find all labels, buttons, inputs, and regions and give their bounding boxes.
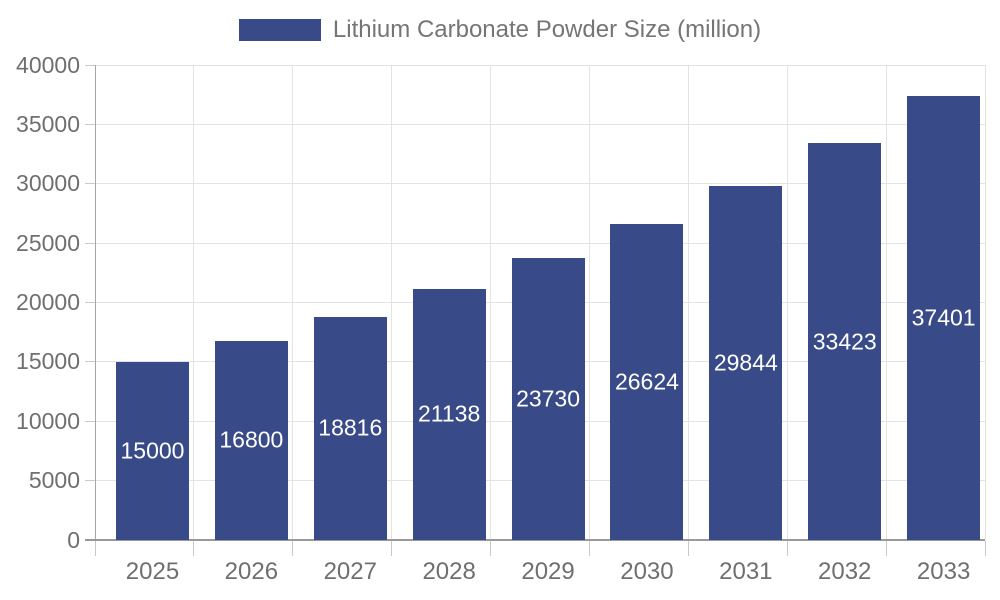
gridline-vertical	[984, 65, 986, 540]
gridline-vertical	[391, 65, 393, 540]
y-axis-tick	[85, 183, 95, 185]
bar-value-label: 18816	[318, 414, 383, 441]
bar-value-label: 23730	[516, 385, 581, 412]
y-axis-tick	[85, 480, 95, 482]
y-axis-tick	[85, 64, 95, 66]
bar-2032[interactable]: 33423	[808, 143, 882, 540]
bar-value-label: 15000	[120, 437, 185, 464]
bar-2028[interactable]: 21138	[412, 288, 486, 540]
x-axis-category-label: 2025	[125, 558, 180, 585]
x-axis-category-label: 2028	[422, 558, 476, 585]
x-axis-tick	[490, 541, 492, 556]
y-axis-tick-label: 30000	[16, 170, 80, 197]
x-axis-tick	[193, 541, 195, 556]
bar-value-label: 37401	[911, 304, 976, 331]
x-axis-tick	[984, 541, 986, 556]
gridline-vertical	[687, 65, 689, 540]
gridline-vertical	[885, 65, 887, 540]
legend-label: Lithium Carbonate Powder Size (million)	[332, 16, 762, 43]
bar-2025[interactable]: 15000	[116, 361, 189, 540]
x-axis-category-label: 2027	[323, 558, 377, 585]
bar-value-label: 26624	[614, 368, 679, 395]
gridline-horizontal	[95, 242, 985, 244]
gridline-horizontal	[95, 183, 985, 185]
bar-value-label: 16800	[219, 426, 284, 453]
x-axis-category-label: 2033	[916, 558, 971, 585]
bar-2026[interactable]: 16800	[214, 340, 288, 540]
gridline-vertical	[786, 65, 788, 540]
y-axis-tick-label: 15000	[16, 348, 80, 375]
bar-value-label: 33423	[812, 328, 877, 355]
x-axis-tick	[588, 541, 590, 556]
legend-swatch-icon	[238, 19, 321, 41]
y-axis-tick-label: 40000	[16, 51, 80, 78]
x-axis-tick	[687, 541, 689, 556]
gridline-vertical	[193, 65, 195, 540]
x-axis-tick	[786, 541, 788, 556]
y-axis-tick-label: 25000	[16, 229, 80, 256]
y-axis-line	[95, 65, 96, 540]
gridline-vertical	[490, 65, 492, 540]
x-axis-category-label: 2026	[224, 558, 279, 585]
x-axis-category-label: 2031	[719, 558, 773, 585]
x-axis-category-label: 2032	[818, 558, 872, 585]
y-axis-tick	[85, 302, 95, 303]
x-axis-line	[85, 539, 985, 541]
y-axis-tick-label: 10000	[16, 407, 80, 434]
bar-2030[interactable]: 26624	[610, 223, 684, 540]
y-axis-tick	[85, 361, 95, 363]
gridline-vertical	[292, 65, 294, 540]
x-axis-category-label: 2030	[620, 558, 674, 585]
gridline-vertical	[588, 65, 590, 540]
y-axis-tick-label: 20000	[16, 289, 80, 315]
bar-2031[interactable]: 29844	[709, 185, 783, 540]
x-axis-tick	[391, 541, 393, 556]
legend-item[interactable]: Lithium Carbonate Powder Size (million)	[0, 17, 1000, 43]
bar-2027[interactable]: 18816	[313, 316, 387, 540]
y-axis-tick-label: 5000	[28, 467, 80, 494]
gridline-horizontal	[95, 123, 985, 125]
y-axis-tick	[85, 123, 95, 125]
y-axis-tick	[85, 420, 95, 422]
x-axis-category-label: 2029	[521, 558, 575, 585]
bar-value-label: 29844	[713, 349, 778, 376]
x-axis-tick	[885, 541, 887, 556]
bar-value-label: 21138	[418, 400, 481, 427]
x-axis-tick	[94, 541, 96, 556]
bar-2033[interactable]: 37401	[907, 95, 981, 540]
y-axis-tick	[85, 242, 95, 244]
y-axis-tick-label: 0	[67, 526, 80, 553]
y-axis-tick-label: 35000	[16, 110, 80, 137]
bar-2029[interactable]: 23730	[511, 258, 585, 540]
x-axis-tick	[292, 541, 294, 556]
gridline-horizontal	[95, 64, 985, 66]
